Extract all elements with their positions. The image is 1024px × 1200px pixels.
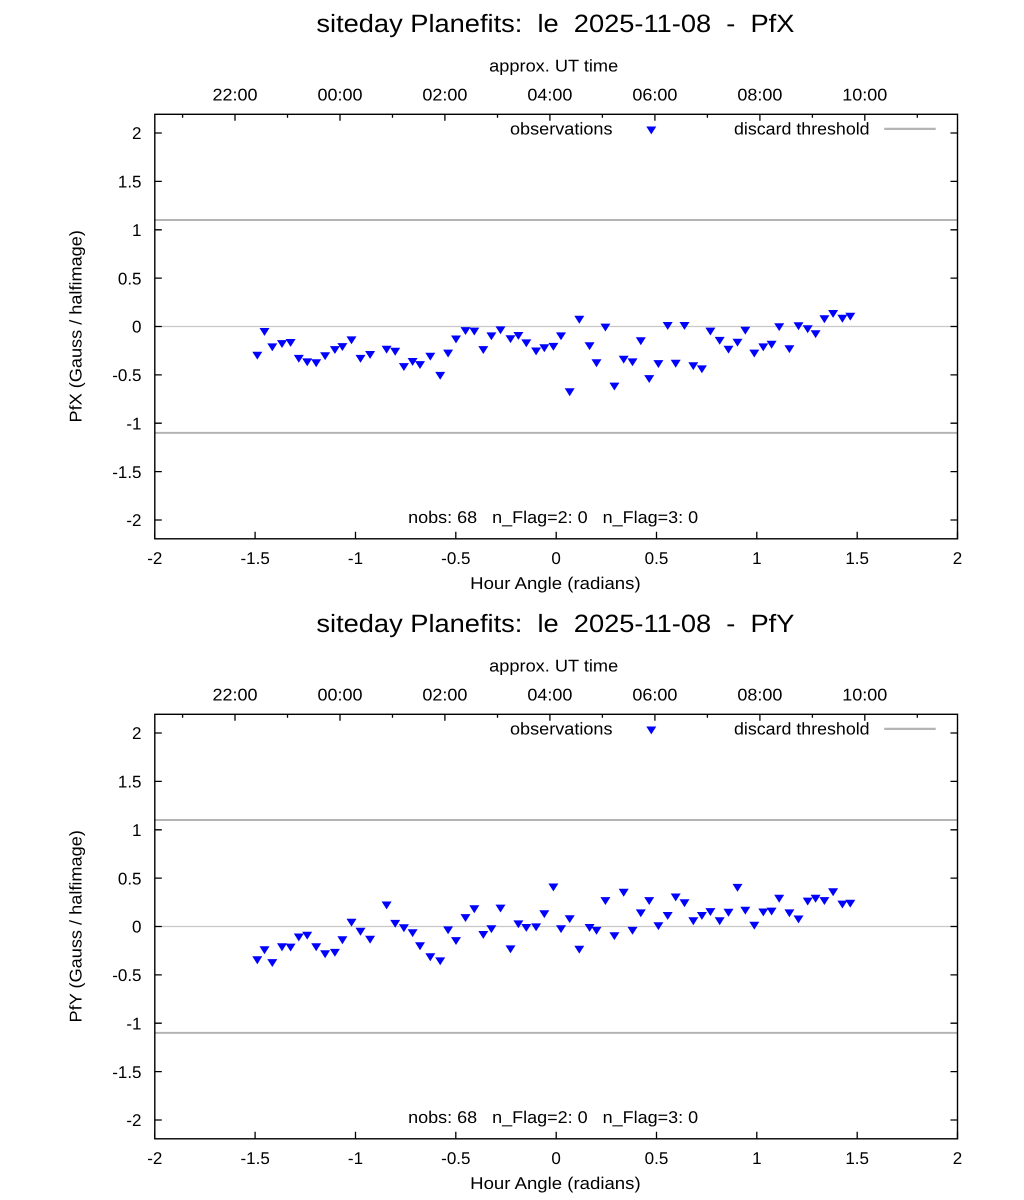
- svg-text:22:00: 22:00: [213, 685, 258, 704]
- svg-text:-1: -1: [126, 1014, 141, 1033]
- svg-text:10:00: 10:00: [842, 85, 887, 104]
- svg-text:06:00: 06:00: [632, 685, 677, 704]
- svg-text:00:00: 00:00: [317, 85, 362, 104]
- svg-text:-0.5: -0.5: [441, 1149, 470, 1168]
- svg-text:2: 2: [132, 124, 141, 143]
- svg-text:1: 1: [752, 1149, 761, 1168]
- svg-text:-1.5: -1.5: [240, 549, 269, 568]
- svg-text:2: 2: [132, 724, 141, 743]
- svg-text:2: 2: [953, 549, 962, 568]
- svg-text:0: 0: [551, 1149, 560, 1168]
- svg-text:04:00: 04:00: [527, 685, 572, 704]
- svg-text:nobs: 68 n_Flag=2: 0 n_Fla: nobs: 68 n_Flag=2: 0 n_Flag=3: 0: [408, 508, 698, 527]
- svg-text:0.5: 0.5: [645, 1149, 669, 1168]
- svg-text:0.5: 0.5: [118, 869, 142, 888]
- svg-text:-1: -1: [348, 549, 363, 568]
- svg-text:-0.5: -0.5: [441, 549, 470, 568]
- svg-text:approx. UT time: approx. UT time: [489, 656, 618, 675]
- svg-text:02:00: 02:00: [422, 685, 467, 704]
- svg-text:0.5: 0.5: [645, 549, 669, 568]
- svg-text:0: 0: [132, 318, 141, 337]
- svg-text:1: 1: [132, 221, 141, 240]
- svg-text:1.5: 1.5: [118, 773, 142, 792]
- svg-text:1: 1: [132, 821, 141, 840]
- svg-text:1: 1: [752, 549, 761, 568]
- svg-text:-1.5: -1.5: [240, 1149, 269, 1168]
- svg-text:-2: -2: [147, 549, 162, 568]
- svg-text:06:00: 06:00: [632, 85, 677, 104]
- svg-text:1.5: 1.5: [845, 549, 869, 568]
- svg-text:22:00: 22:00: [213, 85, 258, 104]
- svg-text:10:00: 10:00: [842, 685, 887, 704]
- svg-text:siteday Planefits: le 2025-1: siteday Planefits: le 2025-11-08 - PfX: [316, 10, 794, 38]
- svg-text:observations: observations: [510, 719, 613, 738]
- svg-text:08:00: 08:00: [737, 685, 782, 704]
- svg-text:-1.5: -1.5: [112, 1063, 141, 1082]
- svg-text:-2: -2: [147, 1149, 162, 1168]
- svg-text:0.5: 0.5: [118, 269, 142, 288]
- svg-text:Hour Angle (radians): Hour Angle (radians): [470, 574, 641, 593]
- svg-text:1.5: 1.5: [845, 1149, 869, 1168]
- svg-text:0: 0: [132, 918, 141, 937]
- svg-text:2: 2: [953, 1149, 962, 1168]
- svg-text:PfY (Gauss / halfimage): PfY (Gauss / halfimage): [67, 830, 86, 1022]
- svg-text:-0.5: -0.5: [112, 966, 141, 985]
- svg-text:08:00: 08:00: [737, 85, 782, 104]
- svg-text:-1: -1: [126, 414, 141, 433]
- svg-text:-0.5: -0.5: [112, 366, 141, 385]
- svg-text:02:00: 02:00: [422, 85, 467, 104]
- svg-text:Hour Angle (radians): Hour Angle (radians): [470, 1174, 641, 1193]
- svg-text:00:00: 00:00: [317, 685, 362, 704]
- svg-text:discard threshold: discard threshold: [734, 719, 870, 738]
- svg-text:nobs: 68 n_Flag=2: 0 n_Fla: nobs: 68 n_Flag=2: 0 n_Flag=3: 0: [408, 1108, 698, 1127]
- svg-text:discard threshold: discard threshold: [734, 119, 870, 138]
- svg-text:observations: observations: [510, 119, 613, 138]
- svg-text:-2: -2: [126, 511, 141, 530]
- svg-text:approx. UT time: approx. UT time: [489, 56, 618, 75]
- svg-text:PfX (Gauss / halfimage): PfX (Gauss / halfimage): [67, 230, 86, 422]
- svg-text:-1: -1: [348, 1149, 363, 1168]
- svg-text:04:00: 04:00: [527, 85, 572, 104]
- svg-text:-2: -2: [126, 1111, 141, 1130]
- svg-text:0: 0: [551, 549, 560, 568]
- svg-text:-1.5: -1.5: [112, 463, 141, 482]
- svg-text:1.5: 1.5: [118, 173, 142, 192]
- svg-text:siteday Planefits: le 2025-1: siteday Planefits: le 2025-11-08 - PfY: [316, 610, 794, 638]
